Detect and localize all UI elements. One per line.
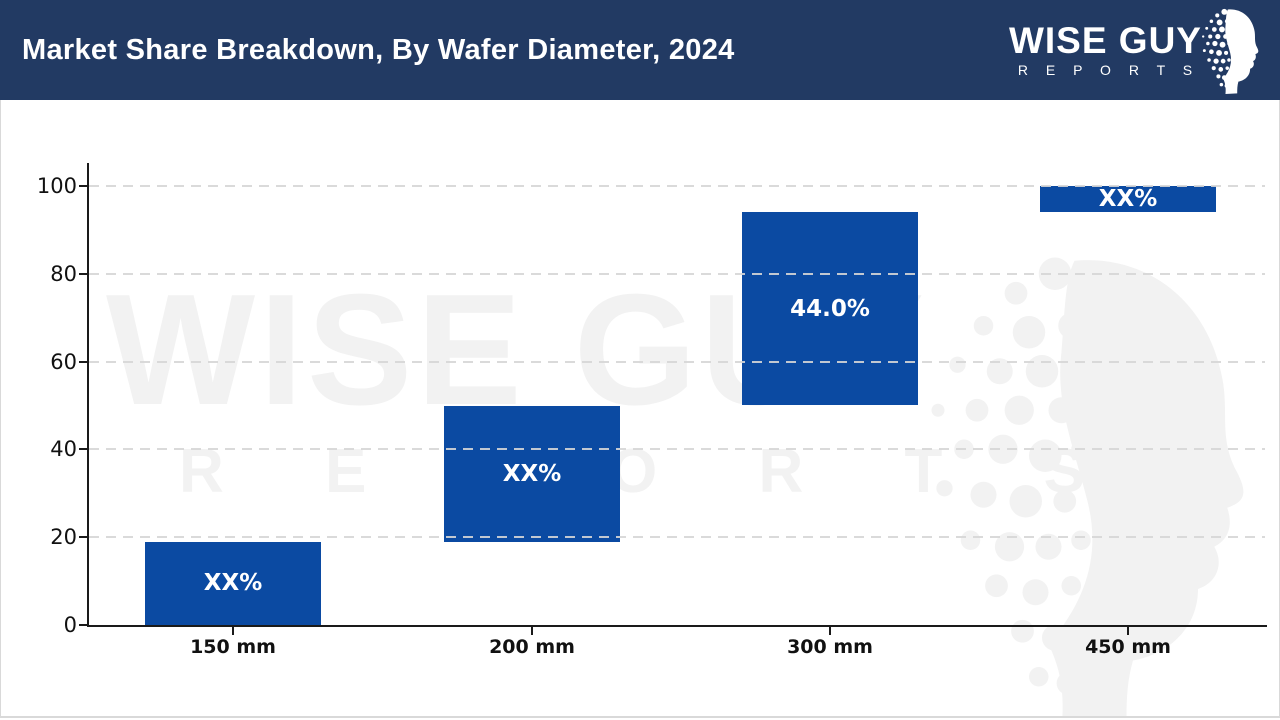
gridline bbox=[89, 360, 1265, 363]
header-bar: Market Share Breakdown, By Wafer Diamete… bbox=[0, 0, 1280, 100]
gridline bbox=[89, 185, 1265, 187]
bar-value-label: XX% bbox=[203, 570, 263, 597]
bar-200mm: XX% bbox=[444, 405, 620, 542]
y-tick-mark bbox=[79, 185, 87, 187]
bar-450mm: XX% bbox=[1040, 186, 1216, 213]
chart-canvas: WISE GUY R E P O R T S 0 20 40 60 80 100… bbox=[0, 100, 1280, 718]
bar-value-label: 44.0% bbox=[790, 295, 870, 322]
y-tick-mark bbox=[79, 448, 87, 451]
gridline bbox=[89, 536, 1265, 539]
x-tick-label: 300 mm bbox=[787, 636, 873, 658]
x-tick-mark bbox=[531, 627, 533, 635]
y-tick-label: 40 bbox=[50, 437, 77, 462]
y-tick-label: 0 bbox=[63, 613, 77, 637]
gridline bbox=[89, 448, 1265, 451]
x-axis-line bbox=[87, 625, 1267, 627]
bar-300mm: 44.0% bbox=[742, 212, 918, 406]
logo-wordmark: WISE GUY R E P O R T S bbox=[1008, 20, 1202, 78]
x-tick-label: 200 mm bbox=[489, 636, 575, 658]
y-tick-mark bbox=[79, 536, 87, 539]
bar-value-label: XX% bbox=[1098, 186, 1158, 213]
gridline bbox=[89, 272, 1265, 275]
y-tick-label: 80 bbox=[50, 261, 77, 286]
logo-wordmark-line2: R E P O R T S bbox=[1017, 61, 1200, 78]
x-tick-mark bbox=[232, 627, 234, 635]
brand-logo: WISE GUY R E P O R T S bbox=[1009, 6, 1266, 94]
x-tick-label: 450 mm bbox=[1085, 636, 1171, 658]
y-tick-label: 60 bbox=[50, 349, 77, 374]
x-tick-mark bbox=[1127, 627, 1129, 635]
bar-value-label: XX% bbox=[502, 460, 562, 487]
y-tick-mark bbox=[79, 360, 87, 363]
wiseguy-head-icon bbox=[1192, 6, 1266, 94]
y-tick-label: 100 bbox=[36, 174, 77, 198]
page-title: Market Share Breakdown, By Wafer Diamete… bbox=[22, 33, 735, 66]
y-tick-mark bbox=[79, 272, 87, 275]
bar-150mm: XX% bbox=[145, 541, 321, 625]
y-tick-label: 20 bbox=[50, 525, 77, 550]
x-tick-label: 150 mm bbox=[190, 636, 276, 658]
y-axis-line bbox=[87, 163, 89, 627]
logo-wordmark-line1: WISE GUY bbox=[1008, 20, 1202, 62]
x-tick-mark bbox=[829, 627, 831, 635]
y-tick-mark bbox=[79, 624, 87, 626]
